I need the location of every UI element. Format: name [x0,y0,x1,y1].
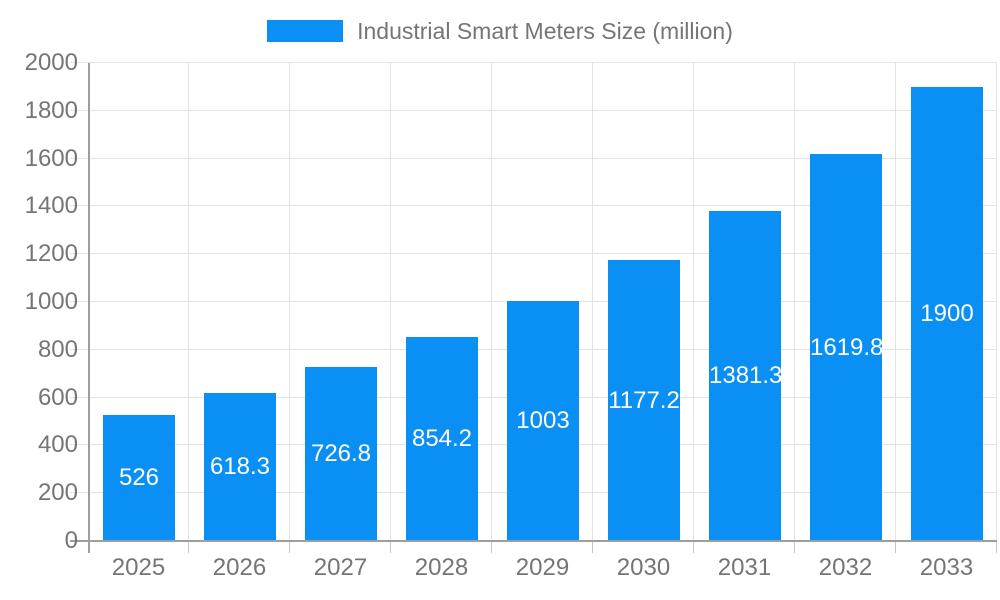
x-axis-category-label: 2026 [212,554,267,581]
bar-value-label: 1900 [920,300,974,327]
bar-value-label: 1003 [516,407,570,434]
bar-value-label: 854.2 [411,425,473,452]
x-axis-tick [289,541,290,553]
x-axis-tick [188,541,189,553]
bar[interactable]: 618.3 [204,393,276,541]
x-gridline [491,63,492,541]
bar-value-label: 726.8 [310,440,372,467]
y-gridline [70,253,997,255]
y-axis-tick-label: 1400 [24,192,78,220]
x-axis-line [70,540,997,542]
x-gridline [794,63,795,541]
y-axis-tick-label: 0 [64,527,78,554]
legend-label: Industrial Smart Meters Size (million) [357,18,733,44]
x-axis-tick [693,541,694,553]
x-axis-category-label: 2033 [919,554,974,581]
x-axis-category-label: 2032 [818,554,873,581]
bar[interactable]: 1900 [911,87,983,541]
x-gridline [289,63,290,541]
x-axis-category-label: 2030 [616,554,671,581]
y-gridline [70,157,997,159]
x-gridline [188,63,189,541]
bar[interactable]: 1619.8 [810,154,884,541]
y-axis-tick-label: 800 [37,335,78,363]
x-axis-category-label: 2025 [111,554,166,581]
y-axis-tick-label: 400 [37,431,78,459]
bar-value-label: 1381.3 [709,362,783,389]
x-axis-tick [592,541,593,553]
x-gridline [996,63,997,541]
y-gridline [70,109,997,111]
y-axis-tick-label: 600 [37,383,78,411]
y-gridline [70,205,997,207]
x-axis-tick [794,541,795,553]
bar-value-label: 1619.8 [810,333,884,361]
x-axis-tick [895,541,896,553]
bar[interactable]: 1003 [507,301,579,541]
x-gridline [592,63,593,541]
x-axis-tick [491,541,492,553]
x-axis-category-label: 2029 [515,554,570,581]
x-axis-category-label: 2031 [717,554,772,581]
bar-value-label: 1177.2 [608,386,680,414]
bar[interactable]: 526 [103,415,175,541]
y-axis-tick-label: 200 [37,479,78,507]
plot-area: 526 2025 618.3 2026 726.8 2027 854.2 2028 1003 20… [70,62,997,581]
y-axis-tick-label: 1000 [24,288,78,315]
y-axis-tick-label: 1200 [24,240,78,268]
bar-value-label: 618.3 [209,453,271,480]
legend-swatch [267,20,344,42]
bar[interactable]: 1381.3 [709,211,783,541]
y-axis-tick-label: 1800 [24,96,78,124]
bar[interactable]: 726.8 [305,367,377,541]
y-axis-line [88,63,90,553]
bar[interactable]: 854.2 [406,337,478,541]
y-axis-tick-label: 2000 [24,49,78,76]
chart-legend[interactable]: Industrial Smart Meters Size (million) [0,18,1000,44]
bar-value-label: 526 [118,464,160,491]
x-axis-tick [390,541,391,553]
y-axis-tick-label: 1600 [24,144,78,172]
x-gridline [693,63,694,541]
x-axis-category-label: 2028 [414,554,469,581]
x-axis-tick [996,541,997,553]
x-gridline [390,63,391,541]
x-axis-category-label: 2027 [313,554,368,581]
bar[interactable]: 1177.2 [608,260,680,541]
x-gridline [895,63,896,541]
y-gridline [70,62,997,63]
